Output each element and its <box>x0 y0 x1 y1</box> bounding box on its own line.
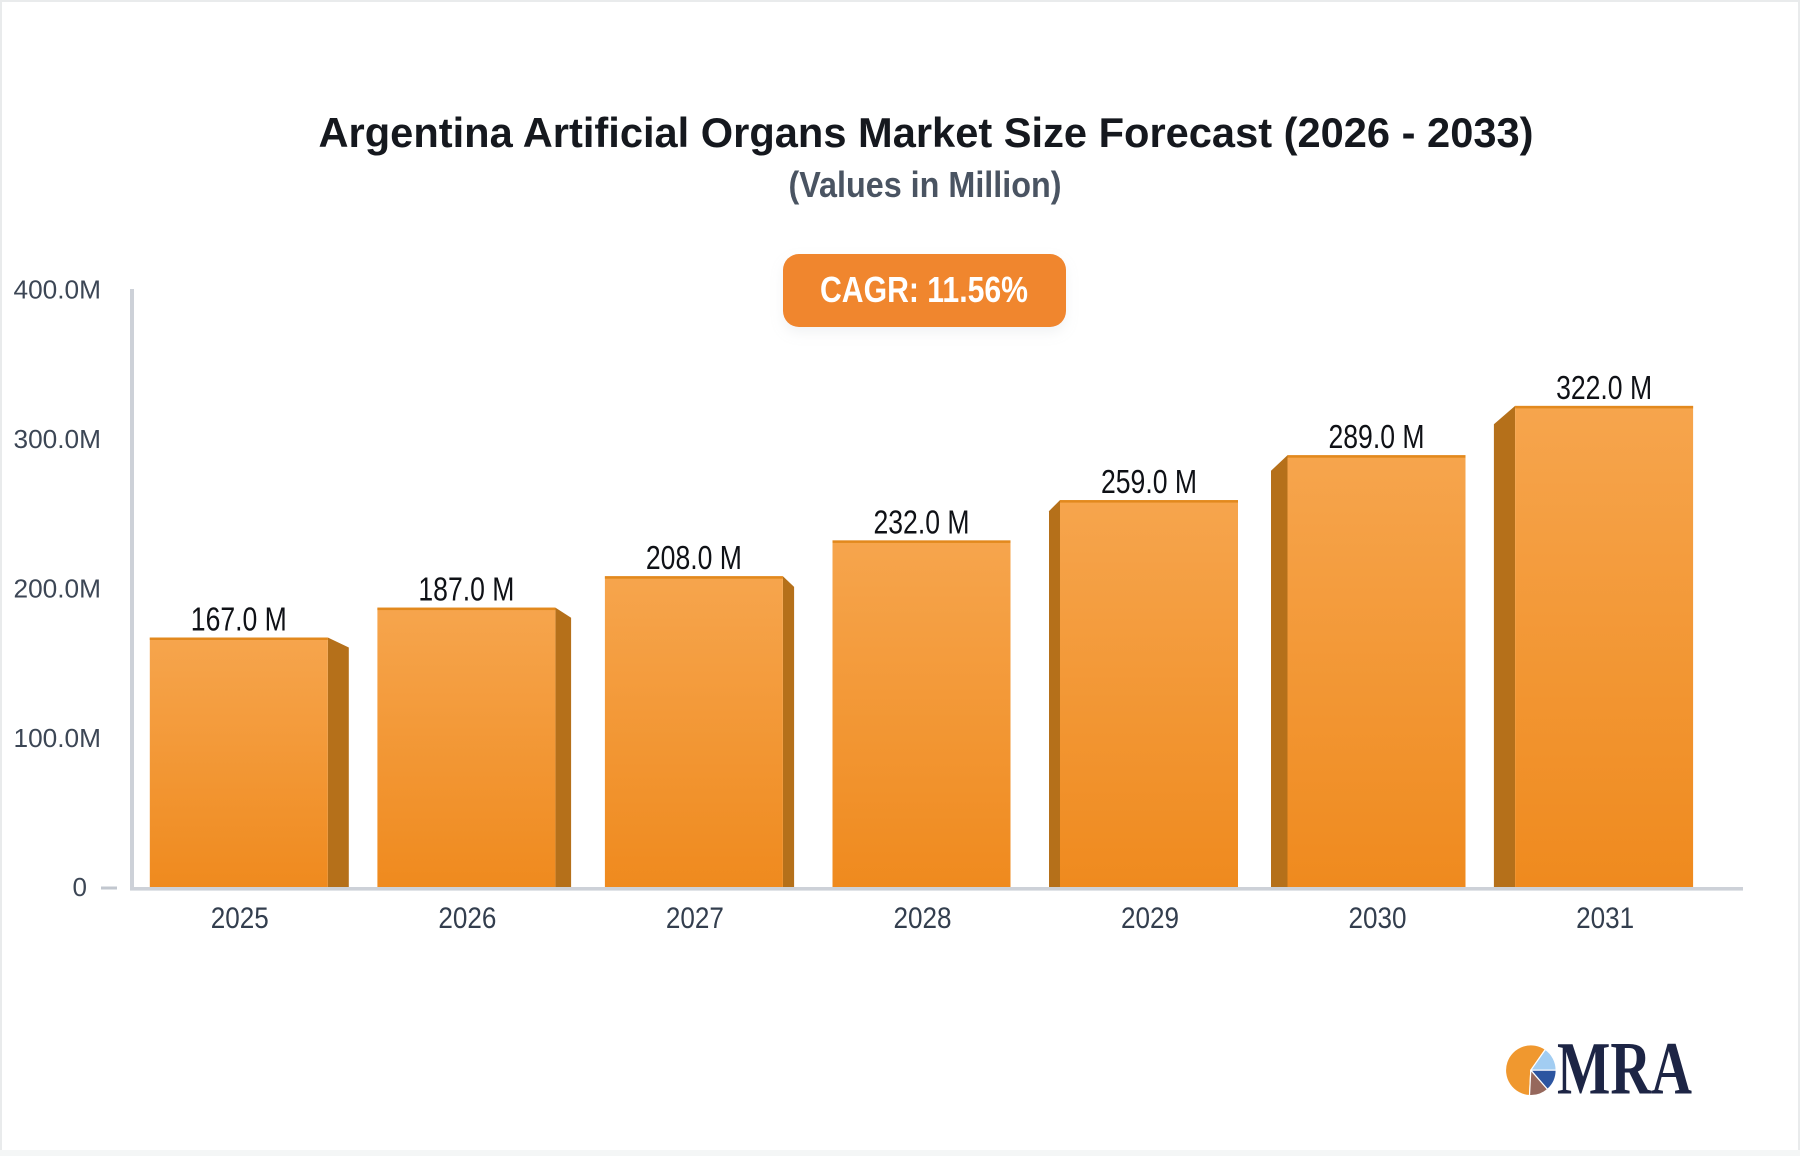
svg-text:208.0 M: 208.0 M <box>646 539 742 576</box>
svg-text:322.0 M: 322.0 M <box>1556 369 1652 406</box>
svg-text:0: 0 <box>73 872 87 902</box>
svg-text:167.0 M: 167.0 M <box>191 601 287 638</box>
svg-text:2025: 2025 <box>211 902 269 935</box>
svg-text:289.0 M: 289.0 M <box>1329 418 1425 455</box>
svg-text:200.0M: 200.0M <box>14 573 102 603</box>
svg-text:CAGR: 11.56%: CAGR: 11.56% <box>820 269 1028 310</box>
svg-text:232.0 M: 232.0 M <box>874 503 970 540</box>
svg-text:(Values in Million): (Values in Million) <box>789 164 1062 205</box>
svg-text:300.0M: 300.0M <box>14 424 102 454</box>
svg-text:187.0 M: 187.0 M <box>418 571 514 608</box>
svg-text:2028: 2028 <box>894 902 952 935</box>
svg-text:2031: 2031 <box>1576 902 1634 935</box>
svg-text:MRA: MRA <box>1557 1028 1692 1111</box>
svg-text:2030: 2030 <box>1349 902 1407 935</box>
svg-text:2026: 2026 <box>438 902 496 935</box>
svg-text:100.0M: 100.0M <box>14 723 102 753</box>
svg-text:Argentina Artificial Organs Ma: Argentina Artificial Organs Market Size … <box>319 109 1534 156</box>
svg-text:2027: 2027 <box>666 902 724 935</box>
svg-text:259.0 M: 259.0 M <box>1101 463 1197 500</box>
svg-text:2029: 2029 <box>1121 902 1179 935</box>
svg-text:400.0M: 400.0M <box>14 275 102 305</box>
